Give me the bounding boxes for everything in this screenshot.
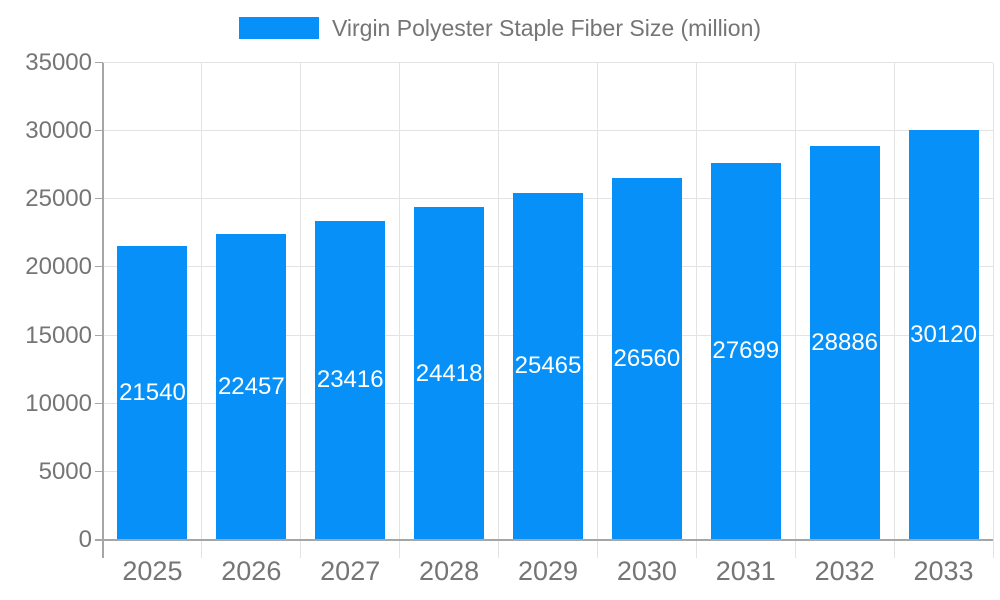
x-gridline — [498, 63, 500, 558]
y-tick-label: 5000 — [38, 457, 92, 485]
bar-2032[interactable]: 28886 — [809, 146, 880, 540]
x-tick-label-2030: 2030 — [616, 556, 677, 586]
x-tick-label-2033: 2033 — [913, 556, 974, 586]
x-tick-label-2029: 2029 — [517, 556, 579, 586]
y-tick-label: 25000 — [25, 185, 92, 213]
bar-2033[interactable]: 30120 — [908, 129, 979, 540]
y-tick-label: 15000 — [25, 321, 92, 349]
bar-value-label: 26560 — [613, 345, 681, 372]
x-tick-label-2031: 2031 — [715, 556, 776, 586]
y-tick-label: 10000 — [25, 389, 92, 417]
legend[interactable]: Virgin Polyester Staple Fiber Size (mill… — [0, 14, 1000, 42]
bar-value-label: 21540 — [119, 379, 186, 407]
y-tick-label: 20000 — [25, 253, 92, 281]
y-tick-mark — [95, 334, 103, 336]
bar-2026[interactable]: 22457 — [216, 233, 287, 540]
x-axis-line — [95, 539, 993, 541]
y-tick-label: 35000 — [25, 49, 92, 76]
bar-2025[interactable]: 21540 — [117, 246, 188, 540]
x-gridline — [399, 63, 401, 558]
y-tick-mark — [95, 402, 103, 404]
x-gridline — [794, 63, 796, 558]
bar-value-label: 24418 — [415, 359, 483, 387]
x-gridline — [893, 63, 895, 558]
y-tick-mark — [95, 130, 103, 132]
y-axis-line — [102, 63, 104, 558]
bar-value-label: 23416 — [316, 366, 384, 394]
x-gridline — [300, 63, 302, 558]
bar-value-label: 25465 — [514, 352, 582, 380]
x-tick-label-2032: 2032 — [814, 556, 875, 586]
bar-value-label: 27699 — [712, 337, 780, 365]
bar-value-label: 28886 — [811, 329, 879, 357]
bar-2028[interactable]: 24418 — [414, 207, 485, 540]
x-gridline — [201, 63, 203, 558]
bar-value-label: 22457 — [217, 372, 285, 400]
legend-label: Virgin Polyester Staple Fiber Size (mill… — [331, 15, 762, 41]
x-gridline — [695, 63, 697, 558]
y-tick-mark — [95, 62, 103, 63]
bar-value-label: 30120 — [910, 320, 977, 348]
y-tick-mark — [95, 198, 103, 200]
bar-2031[interactable]: 27699 — [710, 162, 781, 540]
y-tick-mark — [95, 470, 103, 472]
x-gridline — [992, 63, 994, 558]
x-gridline — [596, 63, 598, 558]
x-tick-label-2028: 2028 — [419, 556, 480, 586]
y-tick-label: 30000 — [25, 117, 92, 145]
x-tick-label-2026: 2026 — [221, 556, 282, 586]
x-tick-label-2027: 2027 — [320, 556, 381, 586]
legend-swatch — [238, 17, 319, 39]
bar-2030[interactable]: 26560 — [611, 178, 682, 540]
y-gridline — [103, 62, 993, 63]
y-tick-mark — [95, 266, 103, 268]
y-gridline — [103, 130, 993, 132]
x-tick-label-2025: 2025 — [122, 556, 183, 586]
bar-2027[interactable]: 23416 — [315, 220, 386, 540]
y-tick-label: 0 — [78, 526, 92, 553]
bar-2029[interactable]: 25465 — [513, 192, 583, 540]
